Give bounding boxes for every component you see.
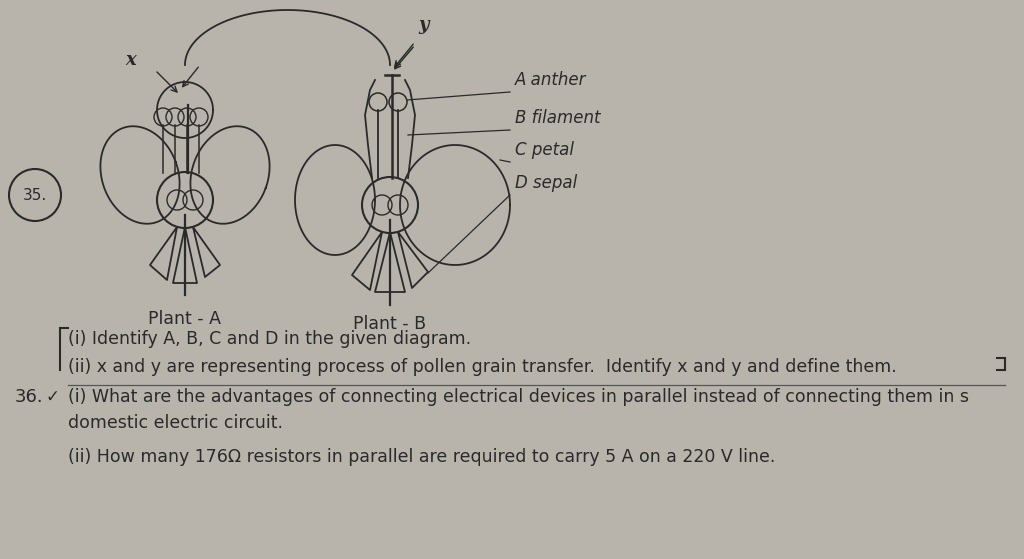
Text: (ii) How many 176Ω resistors in parallel are required to carry 5 A on a 220 V li: (ii) How many 176Ω resistors in parallel… <box>68 448 775 466</box>
Text: x: x <box>125 51 136 69</box>
Text: y: y <box>418 16 428 34</box>
Text: Plant - A: Plant - A <box>148 310 221 328</box>
Text: 36.: 36. <box>15 388 44 406</box>
Text: (i) Identify A, B, C and D in the given diagram.: (i) Identify A, B, C and D in the given … <box>68 330 471 348</box>
Text: (ii) x and y are representing process of pollen grain transfer.  Identify x and : (ii) x and y are representing process of… <box>68 358 897 376</box>
Text: Plant - B: Plant - B <box>353 315 427 333</box>
Text: A anther: A anther <box>515 71 587 89</box>
Text: domestic electric circuit.: domestic electric circuit. <box>68 414 283 432</box>
Text: (i) What are the advantages of connecting electrical devices in parallel instead: (i) What are the advantages of connectin… <box>68 388 969 406</box>
Text: C petal: C petal <box>515 141 574 159</box>
Text: ✓: ✓ <box>45 388 58 406</box>
Text: B filament: B filament <box>515 109 600 127</box>
Text: D sepal: D sepal <box>515 174 578 192</box>
Text: 35.: 35. <box>23 187 47 202</box>
